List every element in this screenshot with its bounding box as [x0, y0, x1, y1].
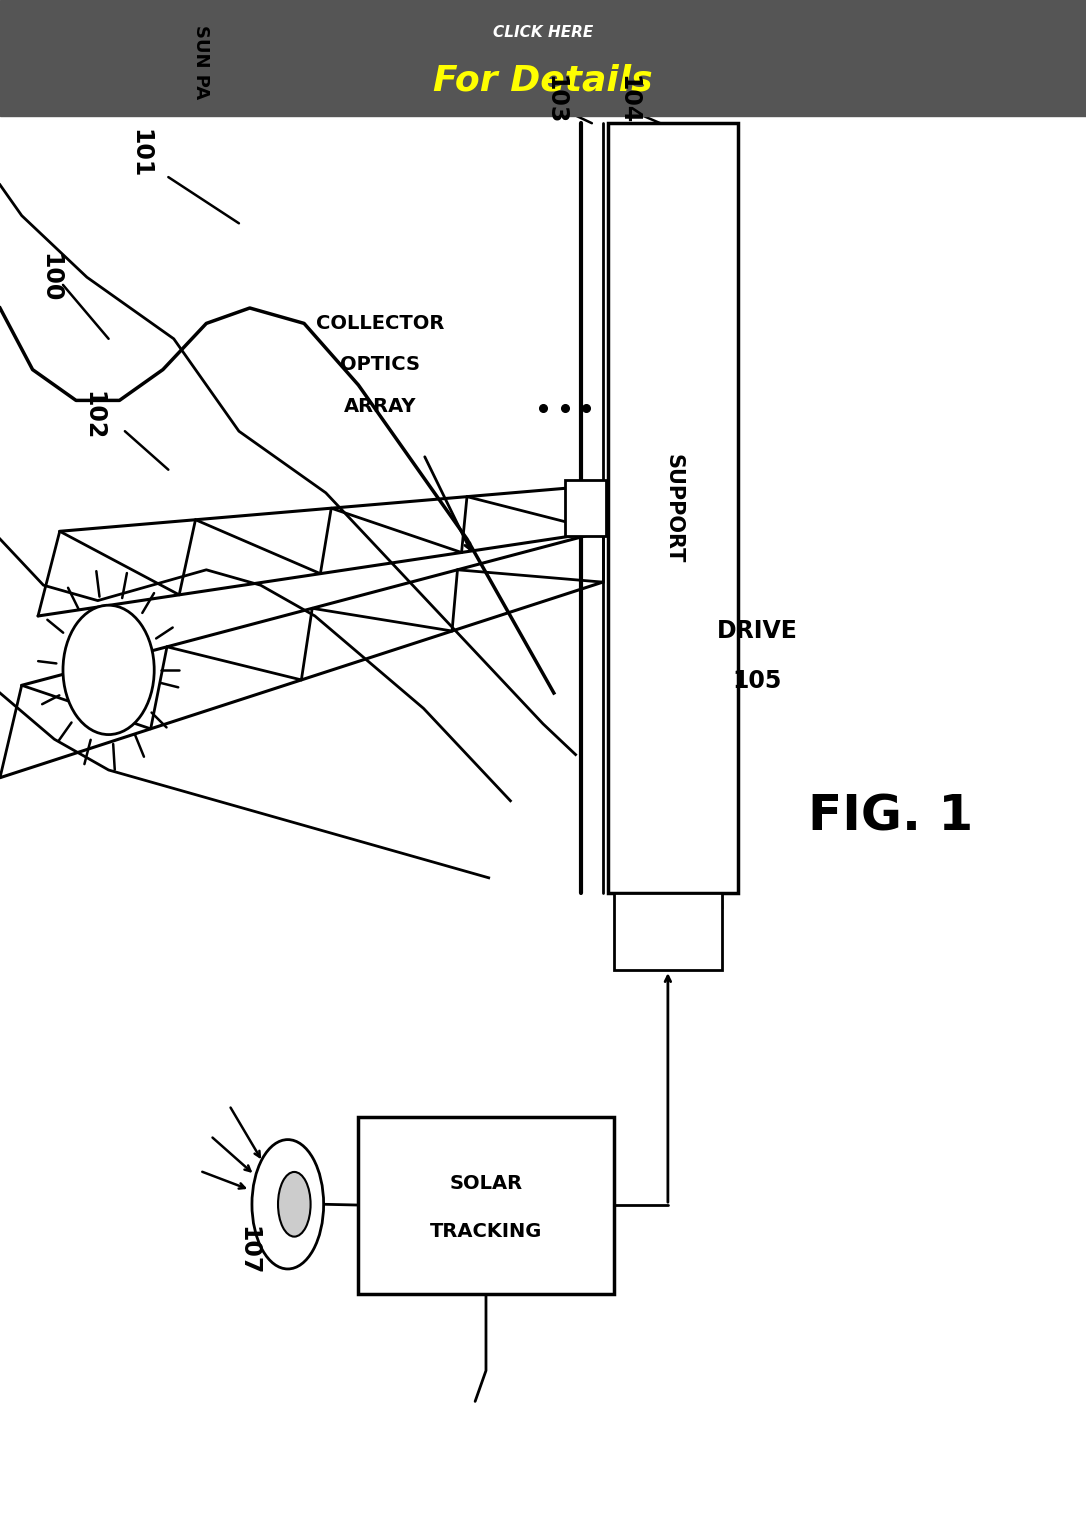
Text: 100: 100 — [38, 253, 62, 302]
Text: SUPPORT: SUPPORT — [664, 453, 683, 564]
Text: SUN PA: SUN PA — [192, 25, 210, 99]
Text: For Details: For Details — [433, 63, 653, 99]
Bar — [608, 123, 738, 893]
Bar — [565, 480, 606, 536]
Text: ARRAY: ARRAY — [344, 397, 416, 416]
Ellipse shape — [252, 1140, 324, 1269]
Text: COLLECTOR: COLLECTOR — [316, 314, 444, 333]
Text: CLICK HERE: CLICK HERE — [493, 25, 593, 40]
Text: 103: 103 — [543, 75, 567, 125]
Text: 105: 105 — [732, 668, 781, 693]
Text: DRIVE: DRIVE — [717, 619, 797, 644]
Text: TRACKING: TRACKING — [430, 1223, 542, 1241]
Text: 107: 107 — [237, 1226, 261, 1275]
Bar — [614, 893, 722, 970]
Text: OPTICS: OPTICS — [340, 356, 420, 374]
Text: 102: 102 — [81, 391, 105, 440]
Text: 101: 101 — [128, 129, 152, 179]
Bar — [0, 0, 1086, 116]
Text: 104: 104 — [617, 75, 641, 125]
Circle shape — [63, 605, 154, 735]
Bar — [358, 1116, 614, 1294]
Text: FIG. 1: FIG. 1 — [808, 792, 973, 841]
Ellipse shape — [278, 1172, 311, 1237]
Text: SOLAR: SOLAR — [450, 1175, 522, 1194]
